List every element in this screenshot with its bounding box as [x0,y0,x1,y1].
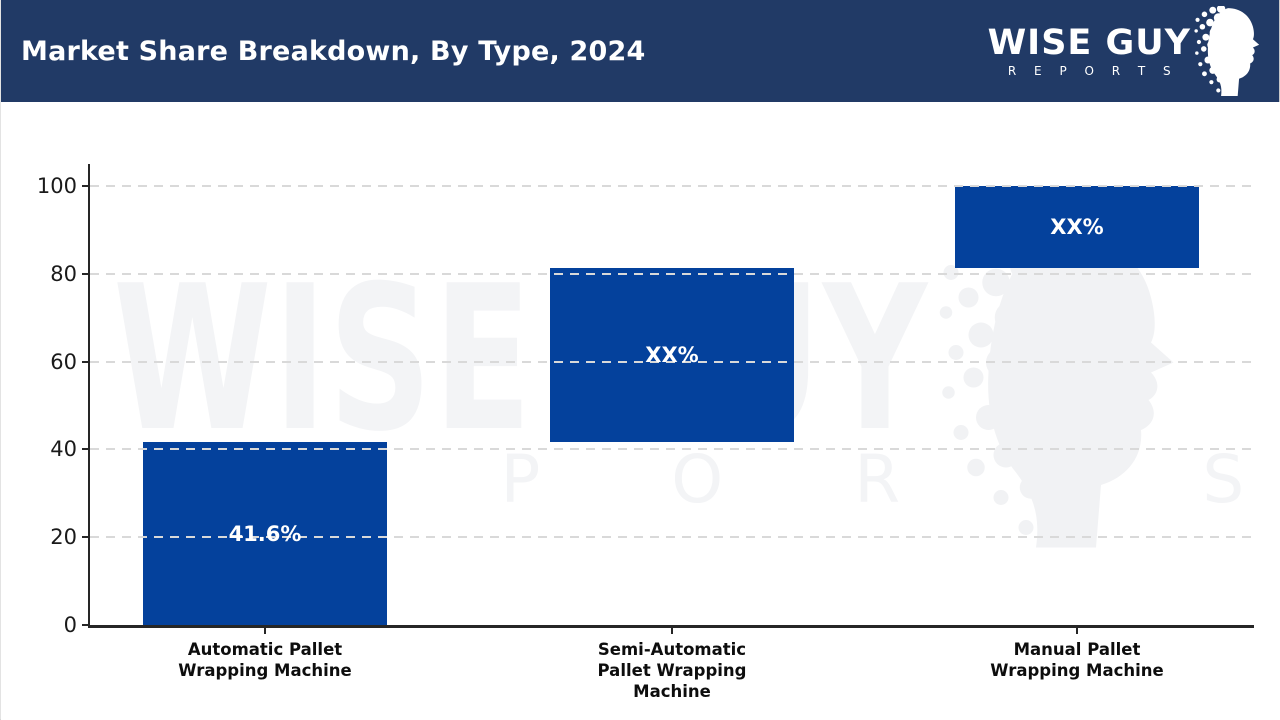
y-tick-label-100: 100 [36,174,77,198]
wiseguy-logo: WISE GUY R E P O R T S [988,6,1263,96]
x-axis-spine [88,625,1254,628]
x-tick-label-0: Automatic Pallet Wrapping Machine [178,640,352,681]
y-tick-mark-100 [82,185,90,187]
y-tick-mark-60 [82,360,90,363]
gridline-40 [90,448,1253,451]
bar-value-label-1: XX% [645,343,699,367]
y-tick-mark-20 [82,536,90,539]
x-tick-mark-2 [1076,626,1078,634]
y-tick-mark-40 [82,448,90,451]
x-tick-label-1: Semi-Automatic Pallet Wrapping Machine [597,640,747,702]
page-title: Market Share Breakdown, By Type, 2024 [21,35,646,67]
x-tick-mark-1 [671,626,673,634]
gridline-20 [90,536,1253,539]
y-axis-spine [88,164,90,627]
bar-value-label-0: 41.6% [228,521,302,546]
bar-1 [550,267,794,443]
header-bar: Market Share Breakdown, By Type, 2024 WI… [1,0,1279,102]
y-tick-label-20: 20 [50,525,77,550]
wiseguy-head-logo-icon [1194,6,1260,96]
bar-2 [955,186,1199,268]
bar-value-label-2: XX% [1050,214,1104,239]
y-tick-mark-0 [82,624,90,626]
watermark-head-icon [939,220,1174,548]
bar-0 [143,442,387,625]
x-tick-mark-0 [264,626,266,634]
wiseguy-reports-label: R E P O R T S [1007,63,1178,78]
y-tick-label-60: 60 [50,349,77,374]
y-tick-mark-80 [82,272,90,275]
wiseguy-logo-text: WISE GUY R E P O R T S [987,22,1191,78]
gridline-100 [90,185,1253,187]
y-tick-label-0: 0 [63,613,77,637]
y-tick-label-80: 80 [50,261,77,286]
wiseguy-wordmark: WISE GUY [987,22,1191,63]
chart-area: WISE GUY R E P O R T S 41.6% XX% XX% 0 20 4 [1,102,1280,720]
gridline-80 [90,272,1253,275]
y-tick-label-40: 40 [50,437,77,462]
gridline-60 [90,360,1253,363]
x-tick-label-2: Manual Pallet Wrapping Machine [990,640,1164,681]
